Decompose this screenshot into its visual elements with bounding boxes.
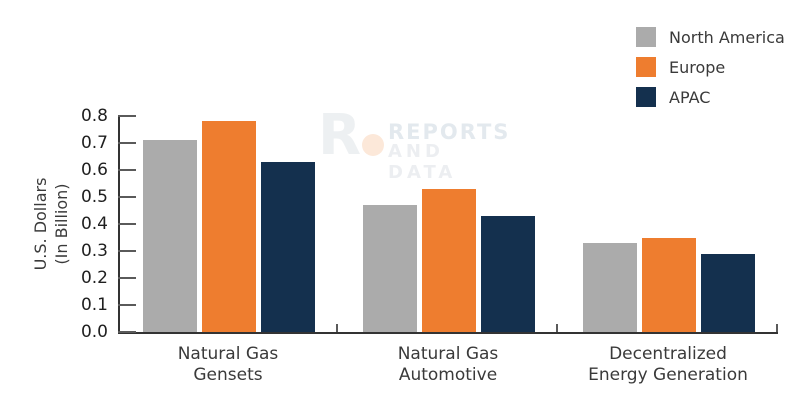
legend-swatch-icon — [636, 57, 656, 77]
bar-europe — [422, 188, 476, 332]
legend-label: APAC — [669, 87, 711, 107]
x-axis-tick — [556, 324, 558, 332]
y-axis-tick-label: 0.1 — [80, 295, 108, 315]
x-axis-category-label: Natural Gas Gensets — [118, 344, 338, 386]
legend: North America Europe APAC — [636, 27, 785, 117]
x-axis-tick — [776, 324, 778, 332]
y-axis-tick — [118, 223, 136, 225]
legend-swatch-icon — [636, 27, 656, 47]
x-axis-category-label-line: Energy Generation — [588, 365, 748, 385]
y-axis-tick — [118, 250, 136, 252]
y-axis-tick-label: 0.0 — [80, 322, 108, 342]
legend-label: Europe — [669, 57, 726, 77]
x-axis-category-label-line: Natural Gas — [177, 344, 279, 364]
watermark-logo-r: R — [318, 103, 362, 168]
legend-item-apac: APAC — [636, 87, 785, 107]
x-axis-tick — [336, 324, 338, 332]
y-axis-tick — [118, 331, 136, 333]
y-axis-tick — [118, 169, 136, 171]
y-axis-tick — [118, 115, 136, 117]
bar-apac — [481, 215, 535, 332]
watermark-logo-dot-icon — [362, 134, 384, 156]
x-axis-category-label: Decentralized Energy Generation — [558, 344, 778, 386]
y-axis-tick — [118, 304, 136, 306]
x-axis-category-label-line: Automotive — [398, 365, 498, 385]
legend-item-europe: Europe — [636, 57, 785, 77]
legend-swatch-icon — [636, 87, 656, 107]
bar-europe — [642, 237, 696, 332]
y-axis-tick-label: 0.8 — [80, 106, 108, 126]
watermark: R REPORTS AND DATA — [318, 108, 518, 184]
bar-apac — [701, 253, 755, 332]
y-axis-tick — [118, 142, 136, 144]
y-axis-tick-label: 0.3 — [80, 241, 108, 261]
legend-item-north-america: North America — [636, 27, 785, 47]
y-axis-tick — [118, 277, 136, 279]
y-axis-tick-label: 0.4 — [80, 214, 108, 234]
bar-north-america — [143, 140, 197, 332]
y-axis-tick-label: 0.5 — [80, 187, 108, 207]
watermark-text-line1: REPORTS — [388, 120, 511, 144]
bar-north-america — [583, 242, 637, 332]
y-axis-title-line1: U.S. Dollars — [31, 177, 50, 271]
bar-north-america — [363, 205, 417, 332]
y-axis-line — [118, 116, 120, 334]
x-axis-category-label-line: Natural Gas — [397, 344, 499, 364]
x-axis-category-label: Natural Gas Automotive — [338, 344, 558, 386]
x-axis-category-label-line: Decentralized — [609, 344, 727, 364]
y-axis-tick-label: 0.2 — [80, 268, 108, 288]
x-axis-category-label-line: Gensets — [193, 365, 263, 385]
legend-label: North America — [669, 27, 785, 47]
y-axis-tick — [118, 196, 136, 198]
x-axis-line — [118, 332, 778, 334]
bar-apac — [261, 161, 315, 332]
bar-europe — [202, 121, 256, 332]
watermark-text-line2: AND DATA — [388, 141, 457, 183]
y-axis-tick-label: 0.7 — [80, 133, 108, 153]
y-axis-tick-label: 0.6 — [80, 160, 108, 180]
